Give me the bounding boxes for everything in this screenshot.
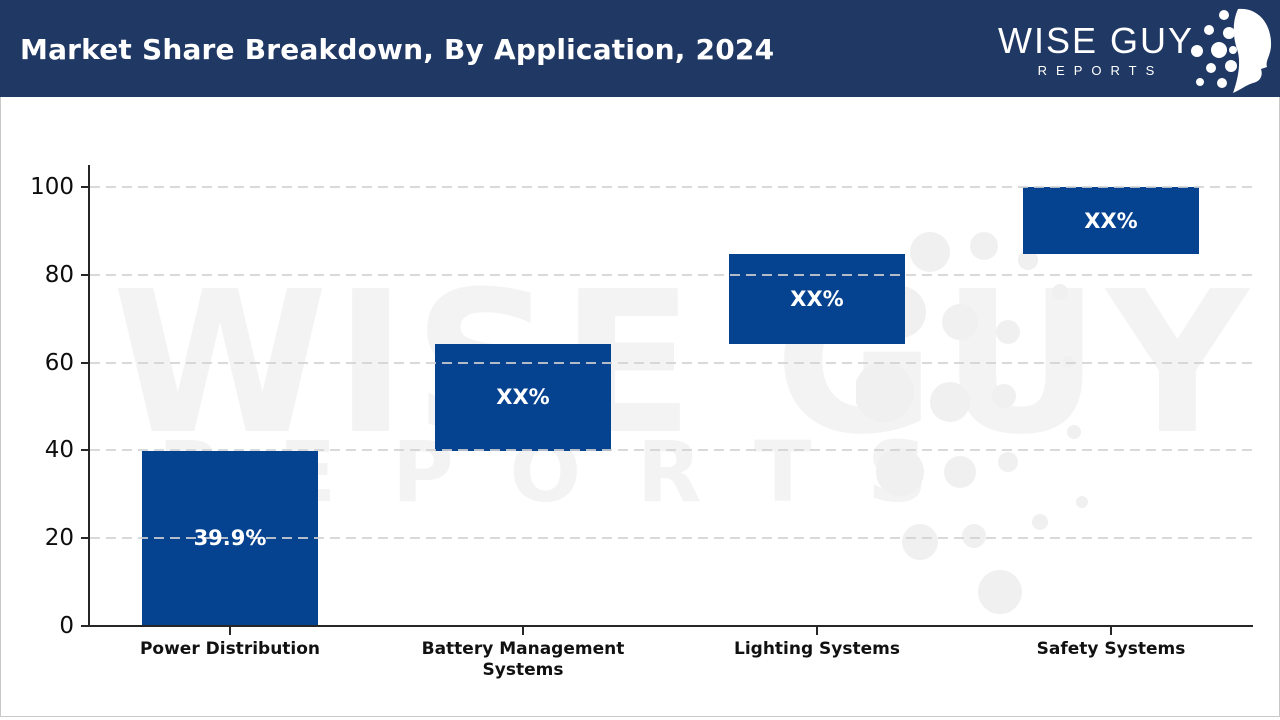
watermark-head-dots: [856, 232, 1088, 614]
bar-value-label: XX%: [496, 385, 550, 410]
y-axis-tick: [81, 361, 89, 364]
x-category-label: Safety Systems: [1036, 639, 1186, 659]
chart-title: Market Share Breakdown, By Application, …: [20, 33, 775, 66]
waterfall-bar: [1023, 187, 1199, 255]
x-axis-line: [85, 625, 1253, 627]
y-tick-label: 60: [44, 349, 74, 376]
y-gridline: [90, 186, 1253, 188]
logo-wordmark: WISE GUY: [997, 19, 1194, 61]
y-gridline: [90, 537, 1253, 540]
y-axis-tick: [81, 449, 89, 452]
x-category-label: Lighting Systems: [733, 639, 900, 659]
x-category-label: Power Distribution: [139, 639, 321, 659]
bar-value-label: XX%: [790, 286, 844, 311]
y-axis-line: [88, 165, 90, 627]
x-axis-tick: [1110, 627, 1112, 635]
wiseguy-logo: WISE GUY REPORTS: [998, 6, 1274, 94]
y-gridline: [90, 361, 1253, 364]
x-axis-tick: [522, 627, 524, 635]
y-tick-label: 20: [44, 525, 74, 552]
y-gridline: [90, 273, 1253, 276]
y-axis-tick: [81, 186, 89, 188]
frame-border-left: [0, 97, 1, 717]
bar-value-label: XX%: [1084, 208, 1138, 233]
waterfall-bar: [435, 343, 611, 451]
x-category-label: Battery Management Systems: [421, 639, 625, 680]
header-bar: Market Share Breakdown, By Application, …: [0, 0, 1280, 97]
x-axis-tick: [229, 627, 231, 635]
logo-subtitle: REPORTS: [1037, 62, 1164, 78]
bar-value-label: 39.9%: [193, 526, 267, 551]
y-tick-label: 80: [44, 261, 74, 288]
y-axis-tick: [81, 273, 89, 276]
y-axis-tick: [81, 537, 89, 540]
frame-border-bottom: [0, 716, 1280, 717]
y-tick-label: 40: [44, 437, 74, 464]
waterfall-bar: [729, 254, 905, 344]
y-tick-label: 100: [30, 174, 74, 200]
y-axis-tick: [81, 625, 89, 627]
x-axis-tick: [816, 627, 818, 635]
y-tick-label: 0: [59, 613, 74, 639]
y-gridline: [90, 449, 1253, 452]
wiseguy-head-icon: [1191, 8, 1272, 93]
